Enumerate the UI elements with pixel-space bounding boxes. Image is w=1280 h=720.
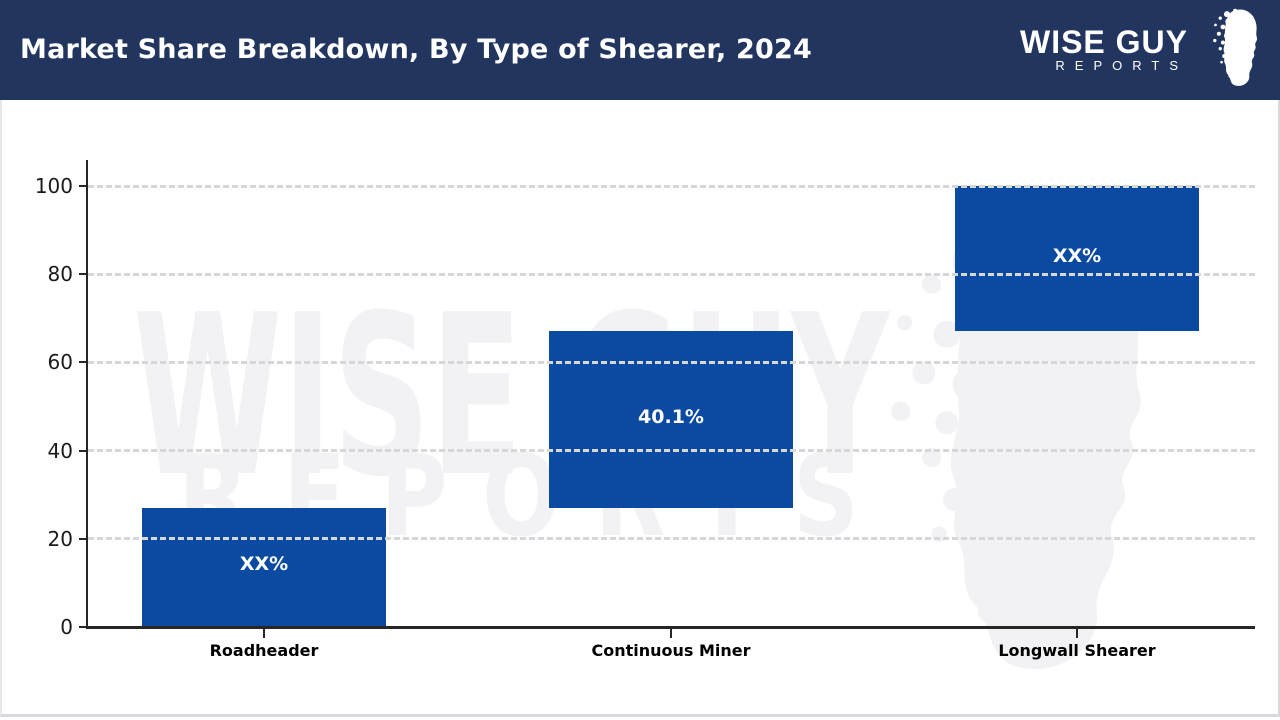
gridline-80 bbox=[88, 272, 1255, 276]
y-tick-label: 100 bbox=[34, 174, 73, 198]
y-tick-mark bbox=[79, 626, 87, 628]
y-tick-label: 80 bbox=[47, 262, 73, 287]
y-tick-label: 40 bbox=[47, 438, 73, 463]
gridline-40 bbox=[88, 449, 1255, 453]
y-tick-label: 0 bbox=[60, 615, 73, 639]
bar-longwall-shearer bbox=[955, 186, 1199, 332]
x-axis-line bbox=[86, 626, 1255, 629]
x-tick-mark bbox=[1076, 629, 1078, 638]
logo-wordmark: WISE GUY bbox=[1019, 24, 1188, 60]
y-tick-label: 60 bbox=[47, 350, 73, 375]
gridline-100 bbox=[88, 184, 1255, 188]
x-category-label-longwall-shearer: Longwall Shearer bbox=[998, 641, 1156, 660]
x-tick-mark bbox=[670, 629, 672, 638]
bar-continuous-miner bbox=[549, 331, 793, 508]
x-tick-mark bbox=[263, 629, 265, 638]
x-category-label-roadheader: Roadheader bbox=[209, 641, 319, 660]
gridline-20 bbox=[88, 537, 1255, 541]
logo-subtitle: REPORTS bbox=[1055, 58, 1188, 73]
y-tick-mark bbox=[79, 185, 87, 187]
bar-value-label: XX% bbox=[239, 553, 289, 576]
y-tick-label: 20 bbox=[47, 526, 73, 551]
y-tick-mark bbox=[79, 537, 87, 540]
wiseguy-logo: WISE GUY REPORTS bbox=[990, 0, 1270, 100]
x-category-label-continuous-miner: Continuous Miner bbox=[591, 641, 751, 660]
y-tick-mark bbox=[79, 449, 87, 452]
wiseguy-face-icon bbox=[1213, 8, 1258, 86]
y-axis-line bbox=[86, 160, 88, 629]
y-tick-mark bbox=[79, 273, 87, 276]
y-tick-mark bbox=[79, 361, 87, 364]
bar-value-label: XX% bbox=[1052, 244, 1102, 267]
gridline-60 bbox=[88, 360, 1255, 364]
header-bar: Market Share Breakdown, By Type of Shear… bbox=[0, 0, 1280, 100]
bar-roadheader bbox=[142, 507, 386, 627]
page-title: Market Share Breakdown, By Type of Shear… bbox=[20, 34, 812, 65]
bar-value-label: 40.1% bbox=[638, 405, 704, 428]
